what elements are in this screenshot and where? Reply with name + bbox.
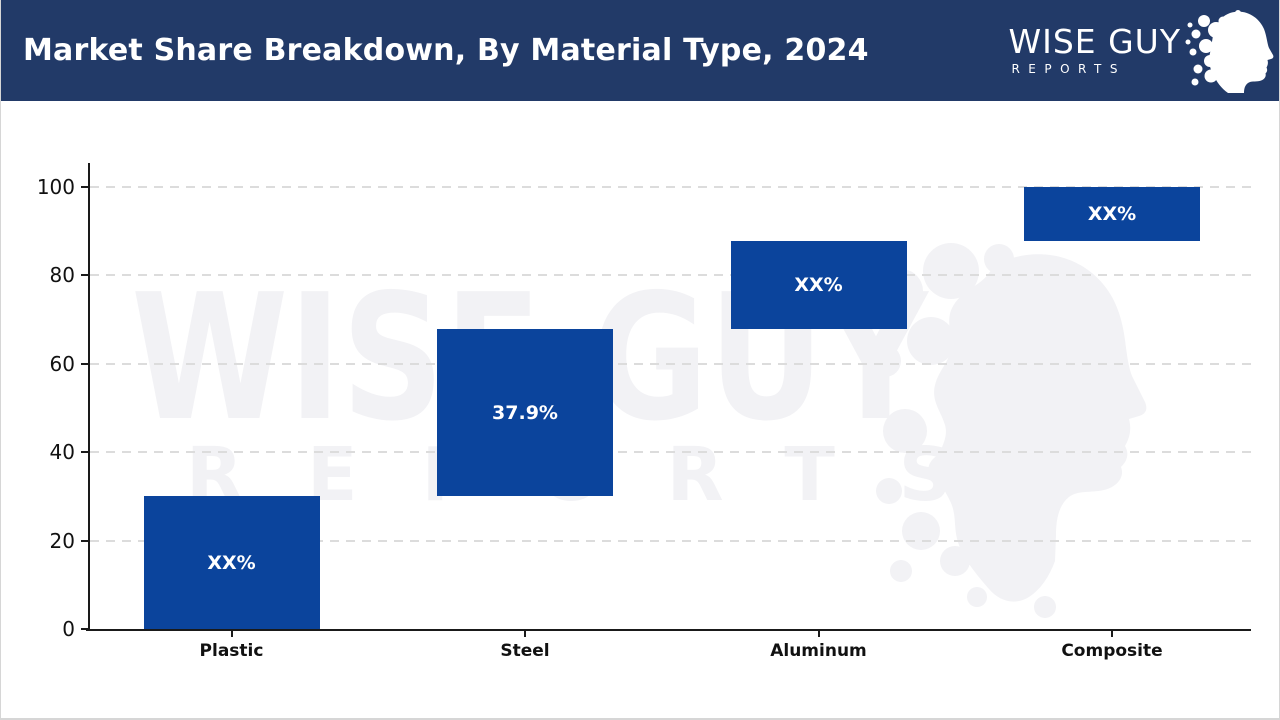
y-axis-tick-label: 40 (49, 440, 75, 465)
y-axis-tick (81, 451, 90, 454)
gridline-40 (90, 451, 1251, 454)
wise-guy-reports-logo: WISE GUY REPORTS (1008, 8, 1275, 94)
bar-plastic: XX% (143, 496, 320, 629)
logo-text: WISE GUY REPORTS (1008, 25, 1181, 76)
x-axis-line (86, 629, 1251, 631)
logo-wise-guy-text: WISE GUY (1008, 22, 1181, 61)
plot-area: 0 20 40 60 80 100 XX% Plastic 37.9% Steel XX% Alumi… (1, 101, 1279, 718)
bar-value-label: XX% (794, 274, 843, 297)
x-axis-label-plastic: Plastic (199, 641, 264, 661)
x-axis-tick (817, 629, 820, 637)
chart-canvas: WISE GUY REPORTS 020406080100XX%Plastic3… (1, 101, 1279, 718)
y-axis-line (88, 163, 90, 631)
y-axis-tick (81, 628, 90, 630)
header-banner: Market Share Breakdown, By Material Type… (1, 0, 1279, 101)
y-axis-tick (81, 362, 90, 365)
y-axis-tick-label: 0 (62, 617, 75, 641)
bar-aluminum: XX% (730, 241, 907, 329)
x-axis-tick (230, 629, 233, 637)
bar-value-label: XX% (207, 551, 256, 574)
x-axis-label-aluminum: Aluminum (770, 641, 867, 661)
y-axis-tick-label: 60 (49, 351, 75, 376)
logo-reports-text: REPORTS (1011, 62, 1126, 76)
y-axis-tick (81, 274, 90, 277)
gridline-20 (90, 539, 1251, 542)
chart-title: Market Share Breakdown, By Material Type… (23, 33, 869, 68)
y-axis-tick-label: 100 (36, 175, 75, 199)
bar-value-label: XX% (1087, 203, 1137, 226)
y-axis-tick (81, 539, 90, 542)
x-axis-tick (1111, 629, 1113, 637)
bar-value-label: 37.9% (492, 401, 558, 424)
gridline-60 (90, 362, 1251, 365)
logo-head-icon (1185, 9, 1274, 93)
y-axis-tick (81, 186, 90, 188)
bar-steel: 37.9% (437, 328, 613, 497)
x-axis-tick (524, 629, 526, 637)
gridline-100 (90, 186, 1251, 188)
gridline-80 (90, 274, 1251, 277)
x-axis-label-steel: Steel (500, 641, 550, 661)
x-axis-label-composite: Composite (1061, 641, 1163, 661)
y-axis-tick-label: 20 (49, 528, 75, 553)
y-axis-tick-label: 80 (49, 263, 75, 288)
bar-composite: XX% (1024, 187, 1200, 242)
